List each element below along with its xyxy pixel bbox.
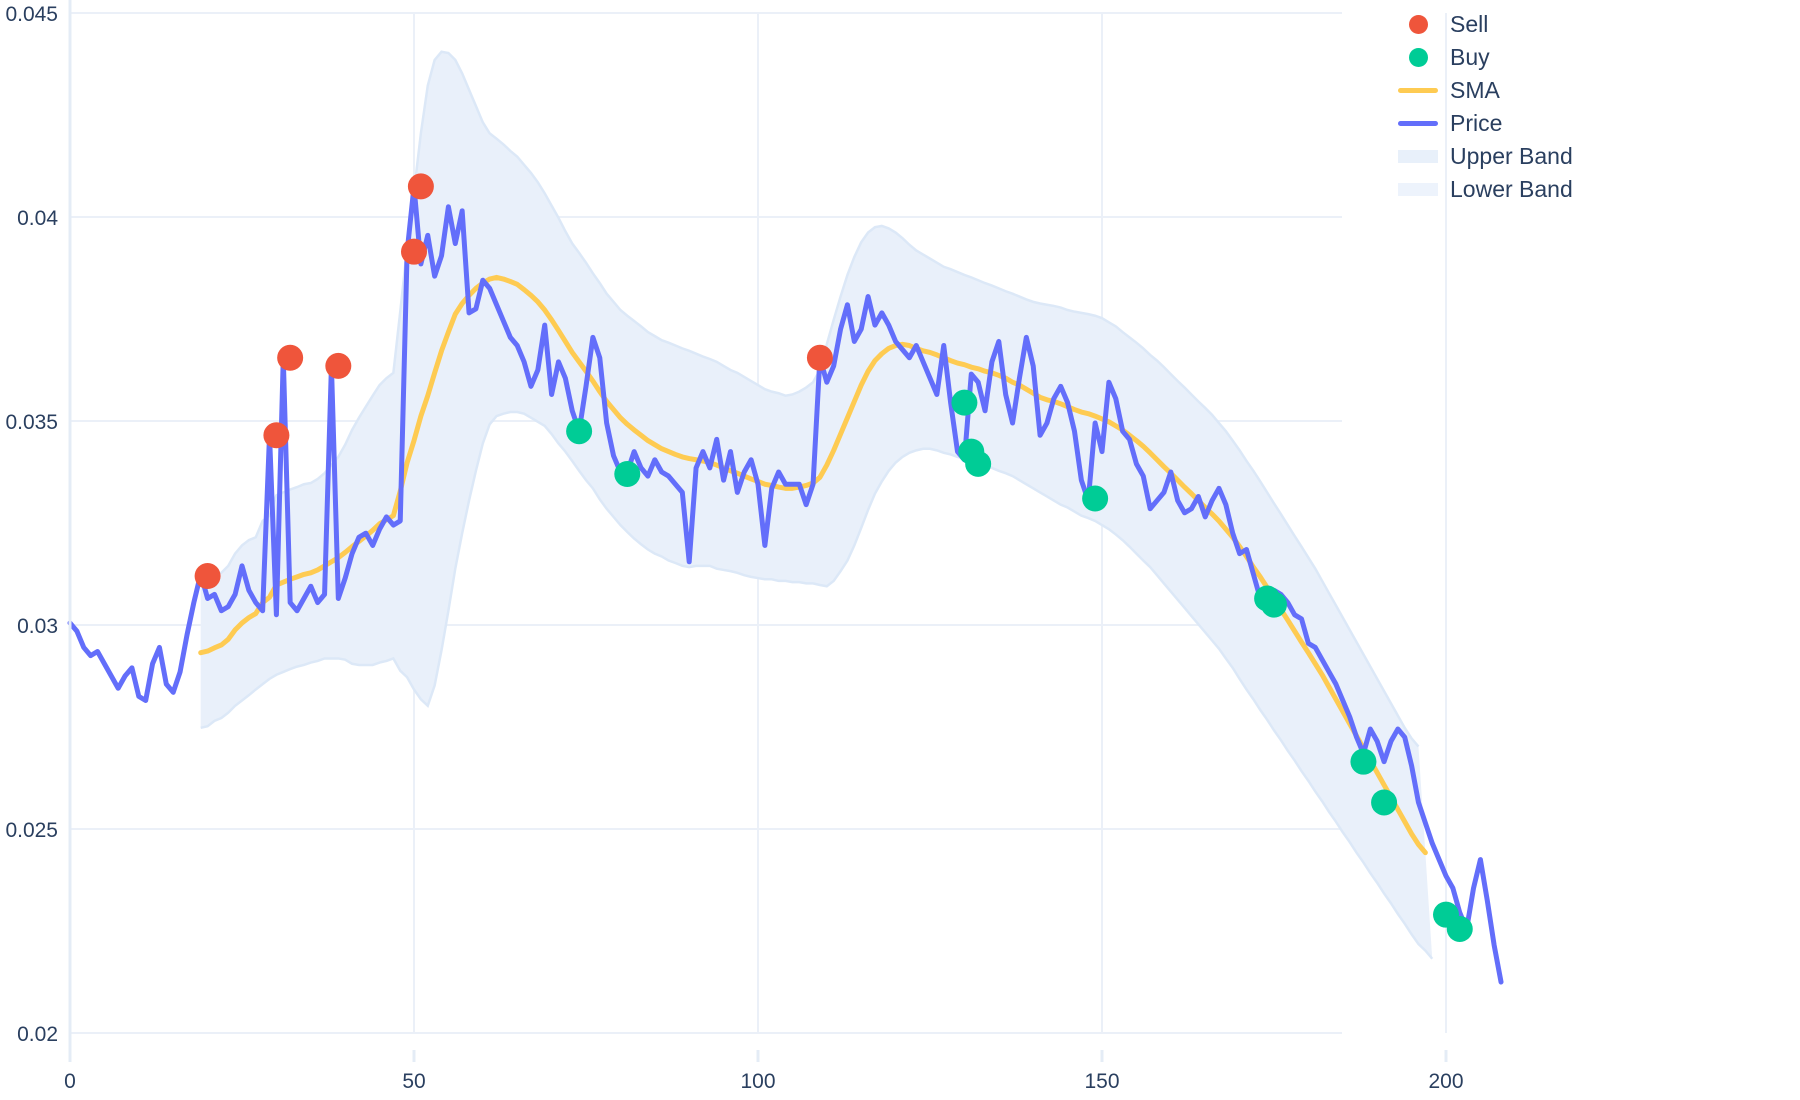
buy-markers-group[interactable]: [566, 389, 1473, 942]
lower-band-icon: [1396, 183, 1440, 196]
x-axis-tick-labels: 0 50 100 150 200: [64, 1050, 1464, 1093]
legend-item-sma[interactable]: SMA: [1396, 74, 1800, 107]
sell-markers-group[interactable]: [194, 173, 833, 590]
buy-marker-icon: [1396, 48, 1440, 67]
buy-marker[interactable]: [1350, 748, 1377, 775]
legend-label-upper-band: Upper Band: [1450, 143, 1573, 169]
sell-marker-icon: [1396, 15, 1440, 34]
legend-label-sell: Sell: [1450, 11, 1489, 37]
buy-marker[interactable]: [1371, 789, 1398, 816]
legend-item-lower-band[interactable]: Lower Band: [1396, 173, 1800, 206]
y-tick-label: 0.025: [5, 819, 58, 842]
legend-label-sma: SMA: [1450, 77, 1500, 103]
buy-marker[interactable]: [951, 389, 978, 416]
sma-line-icon: [1396, 88, 1440, 93]
x-tick-label: 50: [402, 1070, 425, 1093]
x-tick-label: 0: [64, 1070, 76, 1093]
buy-marker[interactable]: [1446, 915, 1473, 942]
sell-marker[interactable]: [325, 352, 352, 379]
upper-band-icon: [1396, 150, 1440, 163]
y-tick-label: 0.04: [17, 207, 58, 230]
price-line-icon: [1396, 121, 1440, 126]
sell-marker[interactable]: [277, 344, 304, 371]
y-tick-label: 0.02: [17, 1023, 58, 1046]
lower-band-line: [200, 410, 1434, 960]
legend-item-buy[interactable]: Buy: [1396, 41, 1800, 74]
sell-marker[interactable]: [194, 563, 221, 590]
legend-label-lower-band: Lower Band: [1450, 176, 1573, 202]
buy-marker[interactable]: [566, 418, 593, 445]
buy-marker[interactable]: [965, 450, 992, 477]
legend-item-sell[interactable]: Sell: [1396, 8, 1800, 41]
chart-legend[interactable]: Sell Buy SMA Price Upper Band Lower Band: [1396, 8, 1800, 206]
buy-marker[interactable]: [1082, 485, 1109, 512]
x-tick-label: 150: [1084, 1070, 1119, 1093]
y-tick-label: 0.045: [5, 3, 58, 26]
legend-label-buy: Buy: [1450, 44, 1490, 70]
legend-item-price[interactable]: Price: [1396, 107, 1800, 140]
upper-band-line: [200, 50, 1420, 748]
y-axis-tick-labels: 0.02 0.025 0.03 0.035 0.04 0.045: [5, 3, 58, 1046]
legend-item-upper-band[interactable]: Upper Band: [1396, 140, 1800, 173]
sell-marker[interactable]: [407, 173, 434, 200]
y-tick-label: 0.035: [5, 411, 58, 434]
y-tick-label: 0.03: [17, 615, 58, 638]
buy-marker[interactable]: [614, 461, 641, 488]
buy-marker[interactable]: [1261, 591, 1287, 618]
x-tick-label: 100: [740, 1070, 775, 1093]
x-tick-label: 200: [1428, 1070, 1463, 1093]
sell-marker[interactable]: [263, 422, 290, 449]
sell-marker[interactable]: [401, 238, 427, 265]
legend-label-price: Price: [1450, 110, 1503, 136]
sell-marker[interactable]: [806, 344, 833, 371]
